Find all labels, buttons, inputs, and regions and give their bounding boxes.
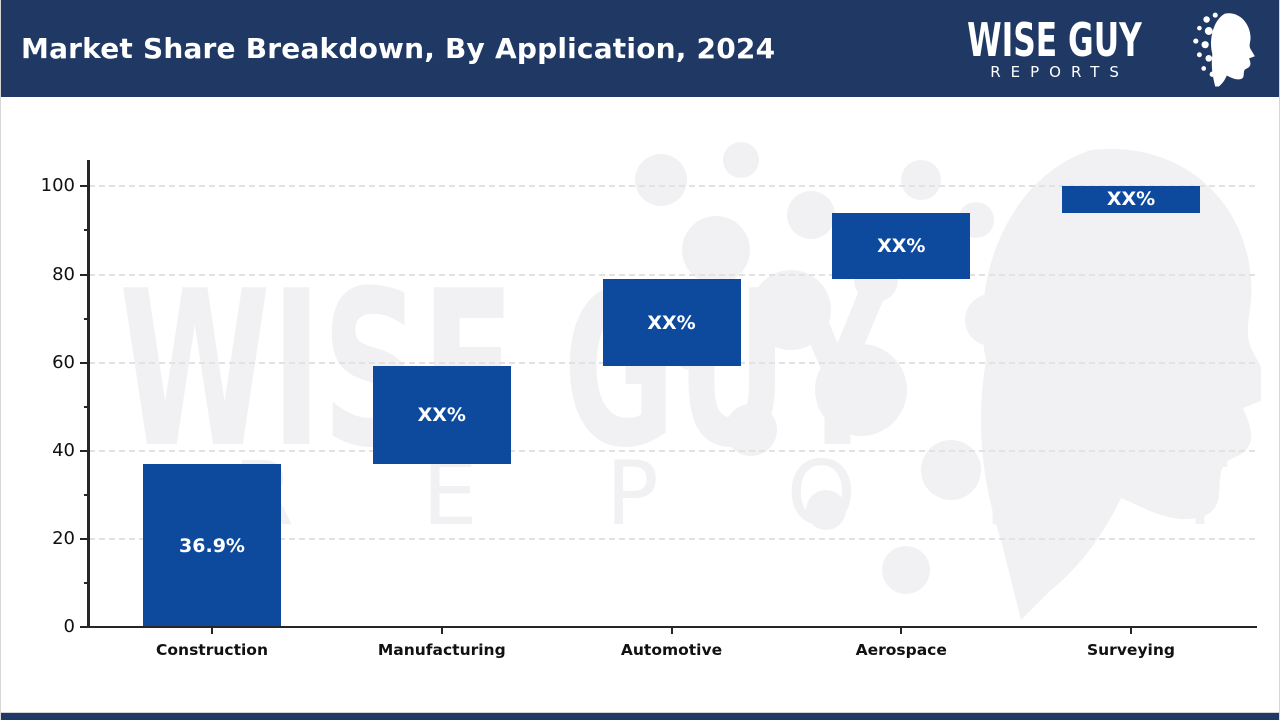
x-tick-automotive bbox=[670, 628, 673, 634]
bar-surveying bbox=[1062, 185, 1200, 214]
gridline-40 bbox=[89, 449, 1256, 452]
y-tick-60 bbox=[80, 361, 87, 364]
x-tick-surveying bbox=[1130, 628, 1132, 634]
x-axis-label-surveying: Surveying bbox=[1086, 641, 1175, 659]
y-tick-label-60: 60 bbox=[52, 351, 75, 373]
y-tick-20 bbox=[80, 537, 87, 540]
bar-construction bbox=[143, 464, 281, 627]
bar-value-label-manufacturing: XX% bbox=[417, 404, 466, 427]
y-axis-line bbox=[87, 160, 90, 628]
y-minor-tick-30 bbox=[83, 493, 87, 496]
wiseguy-logo-line2: REPORTS bbox=[990, 63, 1129, 81]
y-tick-40 bbox=[80, 449, 87, 452]
y-minor-tick-10 bbox=[83, 581, 87, 584]
x-axis-label-construction: Construction bbox=[156, 641, 268, 659]
bar-automotive bbox=[602, 279, 741, 366]
y-tick-100 bbox=[80, 185, 87, 188]
y-tick-0 bbox=[80, 626, 87, 628]
y-minor-tick-70 bbox=[83, 317, 87, 320]
bar-value-label-automotive: XX% bbox=[647, 311, 696, 334]
y-minor-tick-50 bbox=[83, 405, 87, 408]
wiseguy-logo-head-icon bbox=[1193, 12, 1255, 86]
y-tick-label-100: 100 bbox=[40, 175, 75, 197]
footer-bar bbox=[1, 713, 1279, 720]
y-tick-label-0: 0 bbox=[63, 616, 75, 637]
y-minor-tick-90 bbox=[83, 229, 87, 232]
bar-aerospace bbox=[832, 213, 971, 280]
x-axis-label-manufacturing: Manufacturing bbox=[377, 641, 506, 659]
gridline-20 bbox=[89, 537, 1256, 540]
wiseguy-logo: WISE GUY REPORTS bbox=[926, 9, 1257, 89]
x-axis-label-automotive: Automotive bbox=[620, 641, 723, 659]
footer-hairline bbox=[1, 712, 1279, 713]
gridline-80 bbox=[89, 273, 1256, 276]
x-tick-manufacturing bbox=[440, 628, 443, 634]
x-tick-aerospace bbox=[900, 628, 903, 634]
bar-value-label-construction: 36.9% bbox=[179, 534, 245, 557]
watermark-dotted-head-icon bbox=[635, 142, 1261, 620]
wiseguy-logo-line1: WISE GUY bbox=[967, 13, 1142, 67]
bar-value-label-surveying: XX% bbox=[1106, 188, 1156, 211]
x-axis-line bbox=[87, 625, 1257, 628]
wiseguy-logo-text: WISE GUY REPORTS bbox=[926, 17, 1183, 80]
y-tick-label-40: 40 bbox=[52, 439, 75, 461]
header-bar: Market Share Breakdown, By Application, … bbox=[1, 0, 1279, 97]
bar-manufacturing bbox=[372, 365, 511, 465]
bar-value-label-aerospace: XX% bbox=[877, 235, 926, 258]
x-axis-label-aerospace: Aerospace bbox=[855, 641, 947, 659]
gridline-100 bbox=[89, 185, 1256, 188]
x-tick-construction bbox=[211, 628, 213, 634]
y-tick-label-80: 80 bbox=[52, 263, 75, 285]
y-tick-80 bbox=[80, 273, 87, 276]
page-title: Market Share Breakdown, By Application, … bbox=[21, 32, 776, 65]
y-tick-label-20: 20 bbox=[52, 527, 75, 549]
